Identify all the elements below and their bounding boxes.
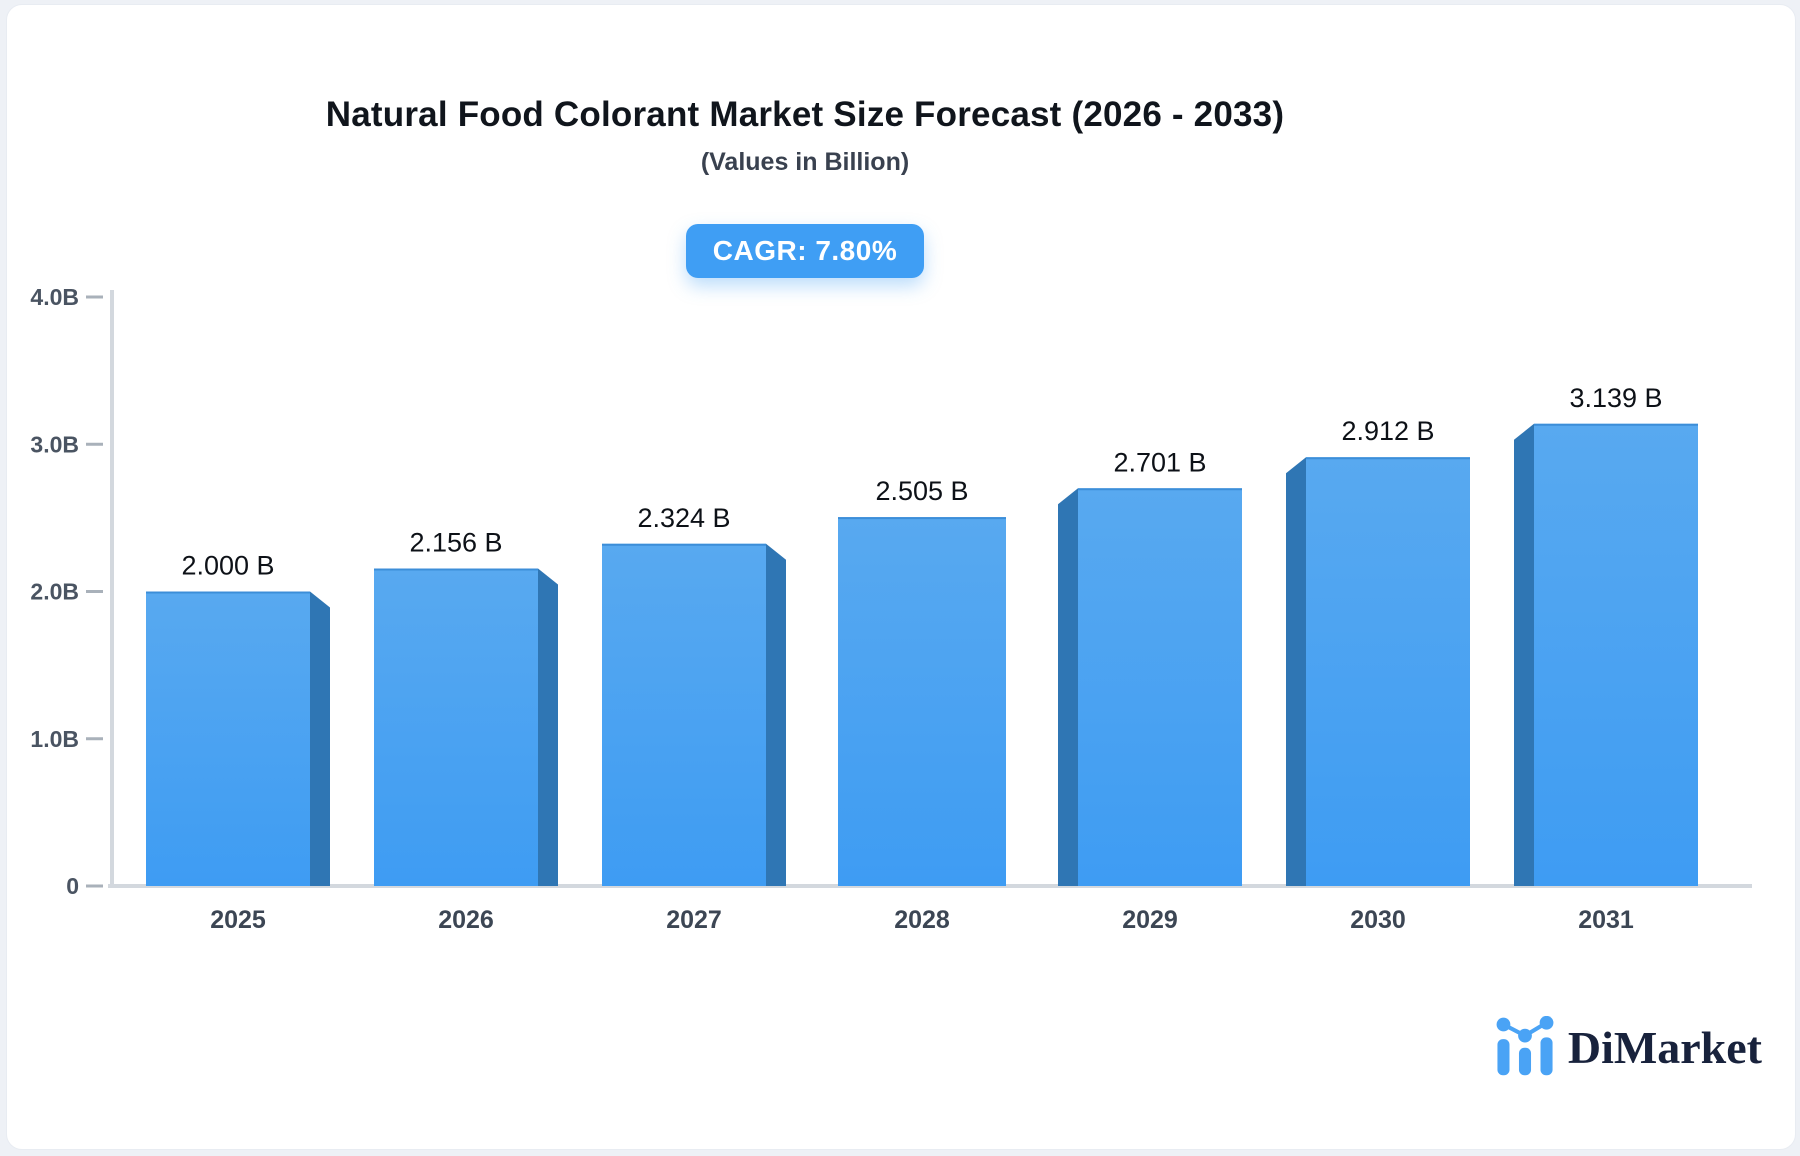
- bar-value-label: 3.139 B: [1569, 383, 1662, 413]
- bar-value-label: 2.701 B: [1113, 447, 1206, 477]
- bar-side-face: [310, 591, 330, 886]
- dimarket-logo-text: DiMarket: [1567, 1022, 1762, 1073]
- y-tick-label: 4.0B: [30, 284, 79, 310]
- chart-title: Natural Food Colorant Market Size Foreca…: [325, 95, 1285, 134]
- bar-2029: [1078, 488, 1242, 886]
- x-tick-label: 2026: [438, 906, 494, 934]
- bar-side-face: [1058, 488, 1078, 886]
- chart-subtitle: (Values in Billion): [700, 148, 910, 176]
- bar-2031: [1534, 423, 1698, 886]
- bar-value-label: 2.156 B: [409, 528, 502, 558]
- bar-side-face: [1286, 457, 1306, 886]
- bar-value-label: 2.324 B: [637, 503, 730, 533]
- bar-value-label: 2.912 B: [1341, 416, 1434, 446]
- x-tick-label: 2025: [210, 906, 266, 934]
- bar-2025: [146, 591, 310, 886]
- x-tick-label: 2031: [1578, 906, 1634, 934]
- bar-side-face: [1514, 423, 1534, 886]
- cagr-badge: CAGR: 7.80%: [685, 224, 925, 278]
- bar-value-label: 2.000 B: [181, 551, 274, 581]
- bar-2030: [1306, 457, 1470, 886]
- bar-2027: [602, 543, 766, 886]
- bar-side-face: [538, 568, 558, 886]
- dimarket-logo[interactable]: DiMarket: [1494, 1015, 1762, 1081]
- x-tick-label: 2029: [1122, 906, 1178, 934]
- y-tick-label: 2.0B: [30, 579, 79, 605]
- y-tick-label: 0: [66, 873, 79, 899]
- cagr-badge-row: CAGR: 7.80%: [0, 224, 1610, 278]
- bar-2026: [374, 568, 538, 886]
- y-tick-label: 3.0B: [30, 431, 79, 457]
- bar-side-face: [766, 543, 786, 886]
- bar-2028: [838, 517, 1006, 886]
- x-tick-label: 2030: [1350, 906, 1406, 934]
- mini-bar-chart-icon: [1494, 1015, 1556, 1081]
- bar-value-label: 2.505 B: [875, 476, 968, 506]
- y-tick-label: 1.0B: [30, 726, 79, 752]
- x-tick-label: 2028: [894, 906, 950, 934]
- x-tick-label: 2027: [666, 906, 722, 934]
